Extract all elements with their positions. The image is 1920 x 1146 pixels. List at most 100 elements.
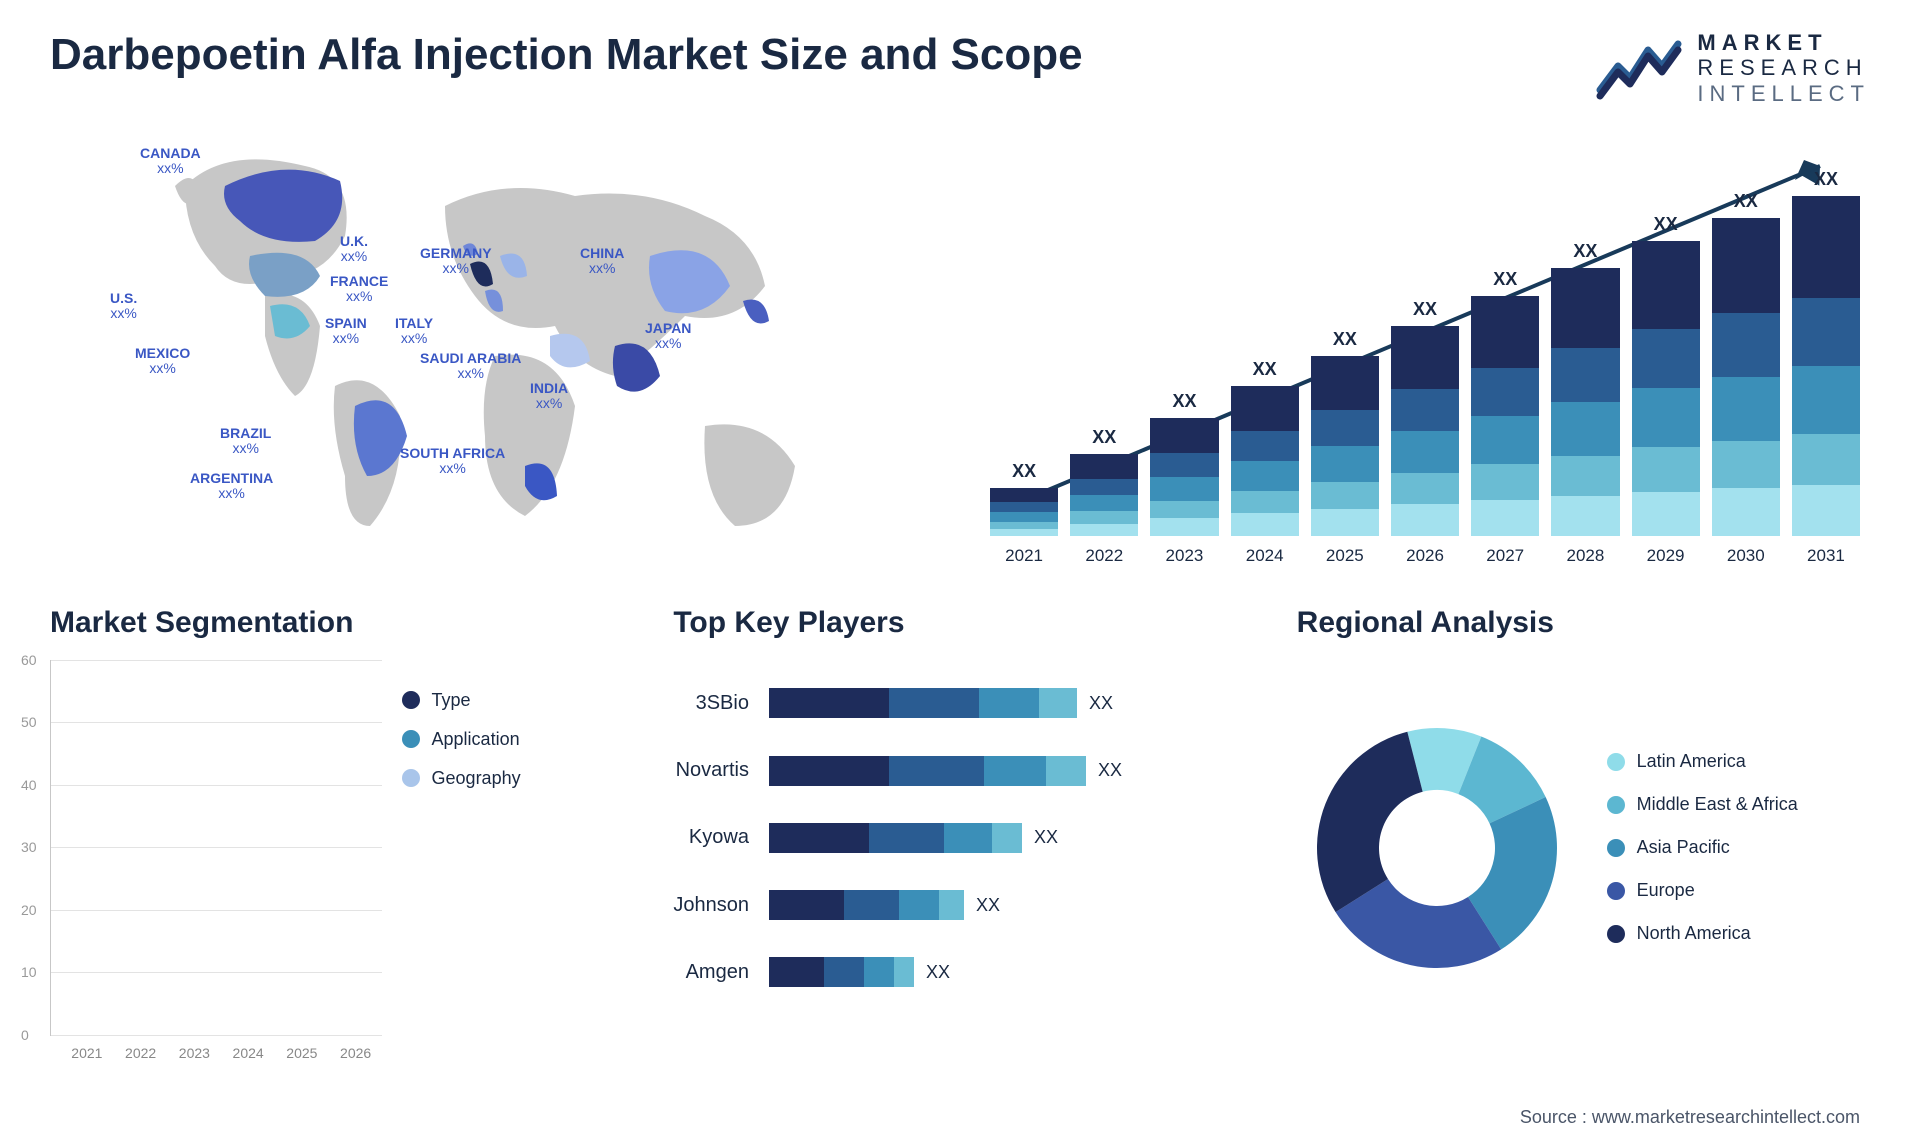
growth-bar-year: 2023 — [1166, 546, 1204, 566]
growth-bar-value: XX — [1493, 269, 1517, 290]
legend-item: Type — [402, 690, 624, 711]
seg-xtick: 2022 — [120, 1045, 162, 1061]
growth-bar-year: 2027 — [1486, 546, 1524, 566]
growth-bar-year: 2021 — [1005, 546, 1043, 566]
player-bar: XX — [769, 688, 1247, 718]
player-name: 3SBio — [673, 692, 749, 715]
growth-bar-value: XX — [1413, 299, 1437, 320]
player-bar-value: XX — [926, 962, 950, 983]
seg-xtick: 2023 — [174, 1045, 216, 1061]
map-label: SOUTH AFRICAxx% — [400, 446, 505, 477]
players-title: Top Key Players — [673, 606, 1246, 640]
regional-title: Regional Analysis — [1297, 606, 1870, 640]
map-label: U.S.xx% — [110, 291, 137, 322]
growth-bar: XX2022 — [1070, 427, 1138, 566]
map-label: GERMANYxx% — [420, 246, 492, 277]
growth-bar-year: 2028 — [1566, 546, 1604, 566]
seg-xtick: 2026 — [335, 1045, 377, 1061]
player-bar: XX — [769, 957, 1247, 987]
growth-bar: XX 2028 — [1551, 241, 1619, 566]
seg-ytick: 40 — [21, 777, 37, 793]
growth-bar-value: XX — [1654, 214, 1678, 235]
logo-icon — [1596, 36, 1682, 100]
seg-xtick: 2024 — [227, 1045, 269, 1061]
player-bar: XX — [769, 756, 1247, 786]
player-bar-value: XX — [1098, 760, 1122, 781]
legend-item: Asia Pacific — [1607, 837, 1798, 858]
growth-bar-year: 2024 — [1246, 546, 1284, 566]
player-name: Amgen — [673, 961, 749, 984]
segmentation-panel: Market Segmentation 20212022202320242025… — [50, 606, 623, 1036]
growth-bar: XX 2029 — [1632, 214, 1700, 566]
legend-item: Latin America — [1607, 751, 1798, 772]
logo-line-3: INTELLECT — [1697, 81, 1870, 106]
logo-line-1: MARKET — [1697, 30, 1870, 55]
legend-item: North America — [1607, 923, 1798, 944]
seg-ytick: 0 — [21, 1027, 29, 1043]
legend-item: Application — [402, 729, 624, 750]
player-name: Kyowa — [673, 826, 749, 849]
player-name: Johnson — [673, 894, 749, 917]
regional-panel: Regional Analysis Latin America Middle Ea… — [1297, 606, 1870, 1036]
growth-bar: XX 2025 — [1311, 329, 1379, 566]
growth-bar: XX 2027 — [1471, 269, 1539, 566]
map-label: SPAINxx% — [325, 316, 367, 347]
growth-bar-value: XX — [1734, 191, 1758, 212]
map-label: CHINAxx% — [580, 246, 624, 277]
seg-ytick: 60 — [21, 652, 37, 668]
map-label: SAUDI ARABIAxx% — [420, 351, 521, 382]
regional-legend: Latin America Middle East & Africa Asia Pa… — [1607, 751, 1798, 944]
logo-line-2: RESEARCH — [1697, 55, 1870, 80]
player-bar-value: XX — [976, 895, 1000, 916]
map-label: ARGENTINAxx% — [190, 471, 273, 502]
growth-bar-value: XX — [1172, 391, 1196, 412]
growth-bar-year: 2026 — [1406, 546, 1444, 566]
players-panel: Top Key Players 3SBio Novartis Kyowa Johnso… — [673, 606, 1246, 1036]
growth-bar-year: 2031 — [1807, 546, 1845, 566]
growth-bar-year: 2030 — [1727, 546, 1765, 566]
growth-bar-value: XX — [1333, 329, 1357, 350]
map-label: CANADAxx% — [140, 146, 201, 177]
seg-ytick: 10 — [21, 964, 37, 980]
segmentation-chart: 202120222023202420252026 0102030405060 — [50, 660, 382, 1036]
seg-ytick: 20 — [21, 902, 37, 918]
growth-bar: XX 2030 — [1712, 191, 1780, 566]
seg-ytick: 30 — [21, 839, 37, 855]
growth-bar: XX 2021 — [990, 461, 1058, 566]
growth-bar: XX 2026 — [1391, 299, 1459, 566]
growth-bar-value: XX — [1573, 241, 1597, 262]
growth-chart-panel: XX2021XX2022XX2023XX2024XX2025XX2026XX20… — [980, 126, 1870, 566]
growth-bar-value: XX — [1012, 461, 1036, 482]
map-label: U.K.xx% — [340, 234, 368, 265]
map-label: MEXICOxx% — [135, 346, 190, 377]
legend-item: Middle East & Africa — [1607, 794, 1798, 815]
player-bar: XX — [769, 890, 1247, 920]
segmentation-title: Market Segmentation — [50, 606, 623, 640]
seg-xtick: 2021 — [66, 1045, 108, 1061]
growth-bar: XX 2023 — [1150, 391, 1218, 566]
source-label: Source : www.marketresearchintellect.com — [1520, 1107, 1860, 1128]
growth-bar-year: 2029 — [1647, 546, 1685, 566]
players-bars: XX XX XX XX XX — [769, 660, 1247, 1036]
map-label: JAPANxx% — [645, 321, 691, 352]
map-label: BRAZILxx% — [220, 426, 271, 457]
player-bar-value: XX — [1089, 693, 1113, 714]
growth-bar-year: 2025 — [1326, 546, 1364, 566]
legend-item: Europe — [1607, 880, 1798, 901]
brand-logo: MARKET RESEARCH INTELLECT — [1596, 30, 1870, 106]
growth-bar-value: XX — [1092, 427, 1116, 448]
seg-ytick: 50 — [21, 714, 37, 730]
donut-slice — [1317, 732, 1423, 912]
growth-bar-value: XX — [1253, 359, 1277, 380]
map-label: FRANCExx% — [330, 274, 388, 305]
page-title: Darbepoetin Alfa Injection Market Size a… — [50, 30, 1083, 80]
legend-item: Geography — [402, 768, 624, 789]
growth-bar-value: XX — [1814, 169, 1838, 190]
players-names: 3SBio Novartis Kyowa Johnson Amgen — [673, 660, 749, 1036]
player-bar: XX — [769, 823, 1247, 853]
seg-xtick: 2025 — [281, 1045, 323, 1061]
regional-donut — [1297, 708, 1577, 988]
player-name: Novartis — [673, 759, 749, 782]
segmentation-legend: Type Application Geography — [402, 660, 624, 1036]
player-bar-value: XX — [1034, 827, 1058, 848]
